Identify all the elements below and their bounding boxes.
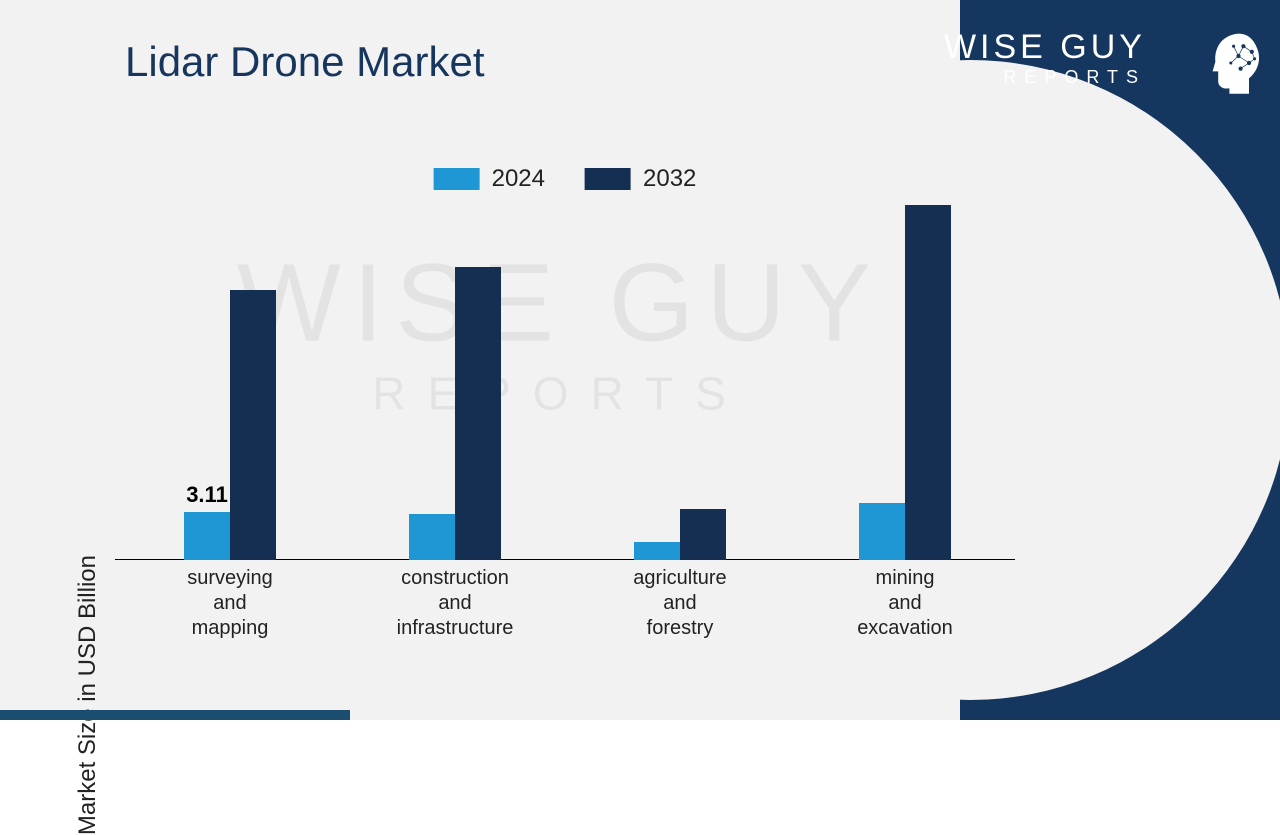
legend-item: 2032 [585, 165, 696, 193]
bar-2024 [859, 503, 905, 560]
x-axis-category-label: surveying and mapping [187, 560, 273, 641]
bar-group: 3.11surveying and mapping [145, 190, 315, 560]
bar-2024 [184, 512, 230, 560]
logo-line1: WISE GUY [944, 28, 1146, 67]
bar-group: agriculture and forestry [595, 190, 765, 560]
legend-item: 2024 [434, 165, 545, 193]
x-axis-category-label: agriculture and forestry [633, 560, 726, 641]
bar-2024 [634, 542, 680, 561]
brand-logo: WISE GUY REPORTS [944, 28, 1210, 88]
bar-group: construction and infrastructure [370, 190, 540, 560]
bar-2032 [455, 267, 501, 560]
legend-label: 2024 [492, 165, 545, 193]
bar-2032 [905, 205, 951, 560]
legend-swatch [585, 168, 631, 190]
bar-2032 [230, 290, 276, 560]
legend: 2024 2032 [434, 165, 697, 193]
chart-title: Lidar Drone Market [125, 38, 484, 86]
bar-2032 [680, 509, 726, 560]
y-axis-label: Market Size in USD Billion [74, 555, 102, 835]
x-axis-category-label: mining and excavation [857, 560, 953, 641]
footer-accent-bar [0, 710, 350, 720]
logo-line2: REPORTS [944, 67, 1146, 88]
legend-label: 2032 [643, 165, 696, 193]
bar-2024 [409, 514, 455, 560]
bar-value-label: 3.11 [186, 482, 228, 508]
chart-area: 20242032 3.11surveying and mappingconstr… [115, 190, 1015, 560]
head-icon [1200, 28, 1270, 98]
legend-swatch [434, 168, 480, 190]
bar-group: mining and excavation [820, 190, 990, 560]
x-axis-category-label: construction and infrastructure [397, 560, 514, 641]
